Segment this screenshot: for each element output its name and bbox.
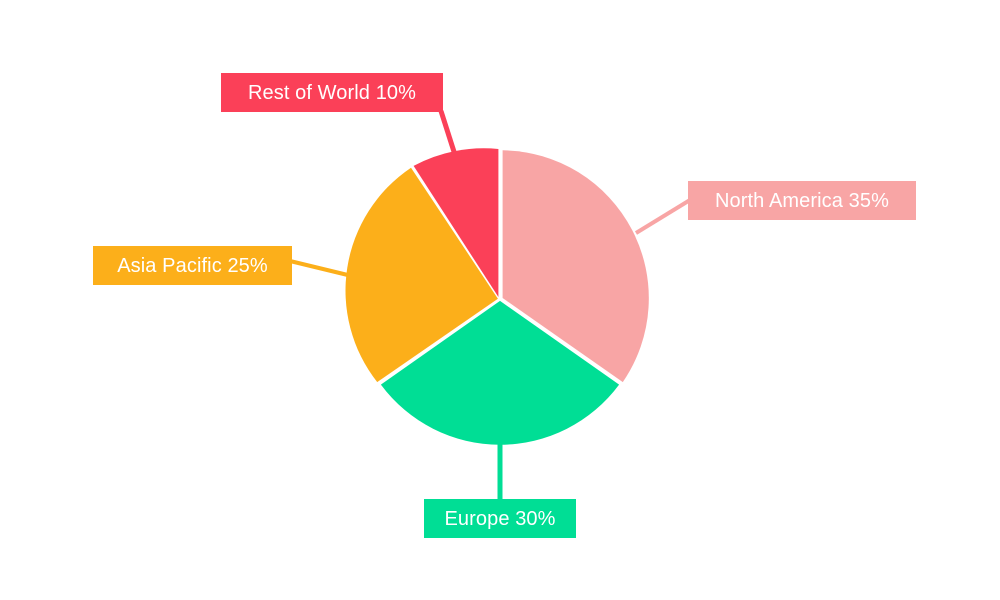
pie-slice-north-america[interactable] (502, 150, 649, 383)
leader-line-asia-pacific (289, 259, 357, 279)
pie-label-asia-pacific[interactable]: Asia Pacific 25% (93, 246, 292, 285)
pie-label-asia-pacific-text: Asia Pacific 25% (117, 254, 268, 277)
leader-line-north-america (634, 198, 692, 235)
pie-label-rest-of-world-text: Rest of World 10% (247, 81, 417, 104)
pie-slice-asia-pacific[interactable] (345, 167, 498, 383)
leader-line-rest-of-world (438, 110, 459, 159)
pie-label-north-america[interactable]: North America 35% (688, 181, 916, 220)
pie-label-europe-text: Europe 30% (444, 507, 556, 530)
pie-label-north-america-text: North America 35% (715, 189, 889, 212)
pie-label-rest-of-world[interactable]: Rest of World 10% (221, 73, 443, 112)
pie-label-europe[interactable]: Europe 30% (424, 499, 576, 538)
pie-slice-europe[interactable] (380, 300, 620, 445)
pie-slice-rest-of-world[interactable] (413, 148, 499, 297)
